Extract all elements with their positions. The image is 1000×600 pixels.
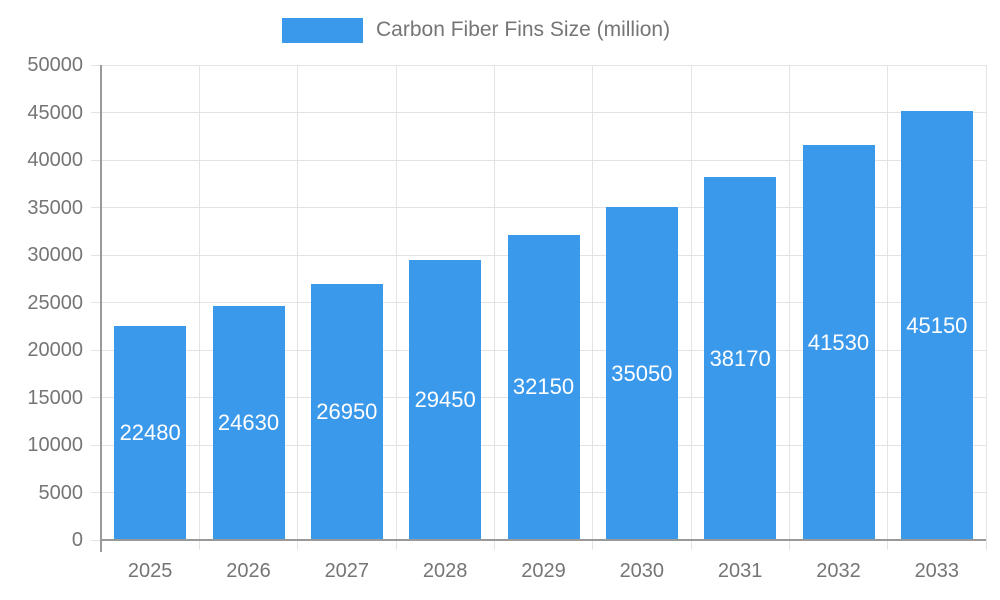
x-tick-label: 2025 xyxy=(127,560,173,582)
v-gridline xyxy=(198,65,200,540)
y-tick-label: 15000 xyxy=(27,386,83,409)
bar[interactable]: 22480 xyxy=(114,326,187,540)
bar[interactable]: 35050 xyxy=(605,207,678,540)
bar-value-label: 32150 xyxy=(512,374,575,400)
y-tick xyxy=(91,254,101,256)
plot-area: 22480 24630 26950 29450 32150 35050 38170 41530… xyxy=(91,64,987,552)
v-gridline xyxy=(887,65,889,540)
h-gridline xyxy=(101,207,986,208)
bar[interactable]: 45150 xyxy=(900,111,973,540)
x-tick-label: 2028 xyxy=(422,560,468,582)
bar[interactable]: 29450 xyxy=(409,260,482,540)
x-tick-label: 2027 xyxy=(324,560,370,582)
x-tick xyxy=(395,540,397,550)
x-tick-label: 2030 xyxy=(619,560,665,582)
x-tick xyxy=(592,540,594,550)
h-gridline xyxy=(101,112,986,113)
y-tick-label: 20000 xyxy=(27,339,83,361)
x-tick xyxy=(493,540,495,550)
y-tick xyxy=(91,539,101,541)
bar-value-label: 22480 xyxy=(119,420,181,446)
x-tick xyxy=(788,540,790,550)
bar[interactable]: 32150 xyxy=(507,234,580,540)
y-tick xyxy=(91,207,101,208)
y-tick xyxy=(91,349,101,351)
bar[interactable]: 26950 xyxy=(310,283,383,540)
bar-value-label: 41530 xyxy=(807,329,870,355)
x-tick-label: 2026 xyxy=(226,560,271,582)
x-tick-label: 2033 xyxy=(914,560,960,582)
bar-value-label: 24630 xyxy=(217,410,280,435)
x-tick-label: 2031 xyxy=(717,560,763,582)
v-gridline xyxy=(985,65,987,540)
y-tick xyxy=(91,112,101,113)
x-tick xyxy=(297,540,299,550)
bar-value-label: 35050 xyxy=(611,360,673,386)
v-gridline xyxy=(395,65,397,540)
h-gridline xyxy=(101,159,986,161)
v-gridline xyxy=(788,65,790,540)
bar-value-label: 29450 xyxy=(414,387,476,413)
y-tick-label: 35000 xyxy=(27,196,83,219)
x-tick-label: 2029 xyxy=(521,560,566,582)
legend-label: Carbon Fiber Fins Size (million) xyxy=(376,18,671,41)
y-tick-label: 45000 xyxy=(27,101,83,124)
x-tick xyxy=(198,540,200,550)
bar[interactable]: 24630 xyxy=(212,306,285,540)
y-tick-label: 10000 xyxy=(27,434,83,456)
y-tick-label: 25000 xyxy=(27,291,83,314)
x-tick-label: 2032 xyxy=(816,560,861,582)
y-tick xyxy=(91,64,101,66)
bar-value-label: 26950 xyxy=(316,398,378,424)
y-tick-label: 50000 xyxy=(27,54,83,76)
y-tick-label: 40000 xyxy=(27,149,83,171)
x-tick xyxy=(887,540,889,550)
bar-value-label: 38170 xyxy=(709,345,771,371)
bar[interactable]: 41530 xyxy=(802,145,875,540)
legend-swatch xyxy=(282,17,363,43)
y-axis-line xyxy=(100,65,102,552)
legend[interactable]: Carbon Fiber Fins Size (million) xyxy=(282,15,670,45)
y-tick xyxy=(91,302,101,303)
v-gridline xyxy=(297,65,299,540)
bar[interactable]: 38170 xyxy=(704,177,777,540)
y-tick xyxy=(91,444,101,446)
y-tick xyxy=(91,397,101,398)
x-tick xyxy=(985,540,987,550)
y-tick-label: 30000 xyxy=(27,244,83,266)
y-tick xyxy=(91,492,101,493)
x-axis-line xyxy=(101,539,986,541)
v-gridline xyxy=(690,65,692,540)
y-tick-label: 0 xyxy=(71,529,83,551)
y-tick-label: 5000 xyxy=(38,481,84,504)
x-tick xyxy=(690,540,692,550)
bar-value-label: 45150 xyxy=(906,312,968,338)
h-gridline xyxy=(101,64,986,66)
v-gridline xyxy=(493,65,495,540)
y-tick xyxy=(91,159,101,161)
v-gridline xyxy=(592,65,594,540)
